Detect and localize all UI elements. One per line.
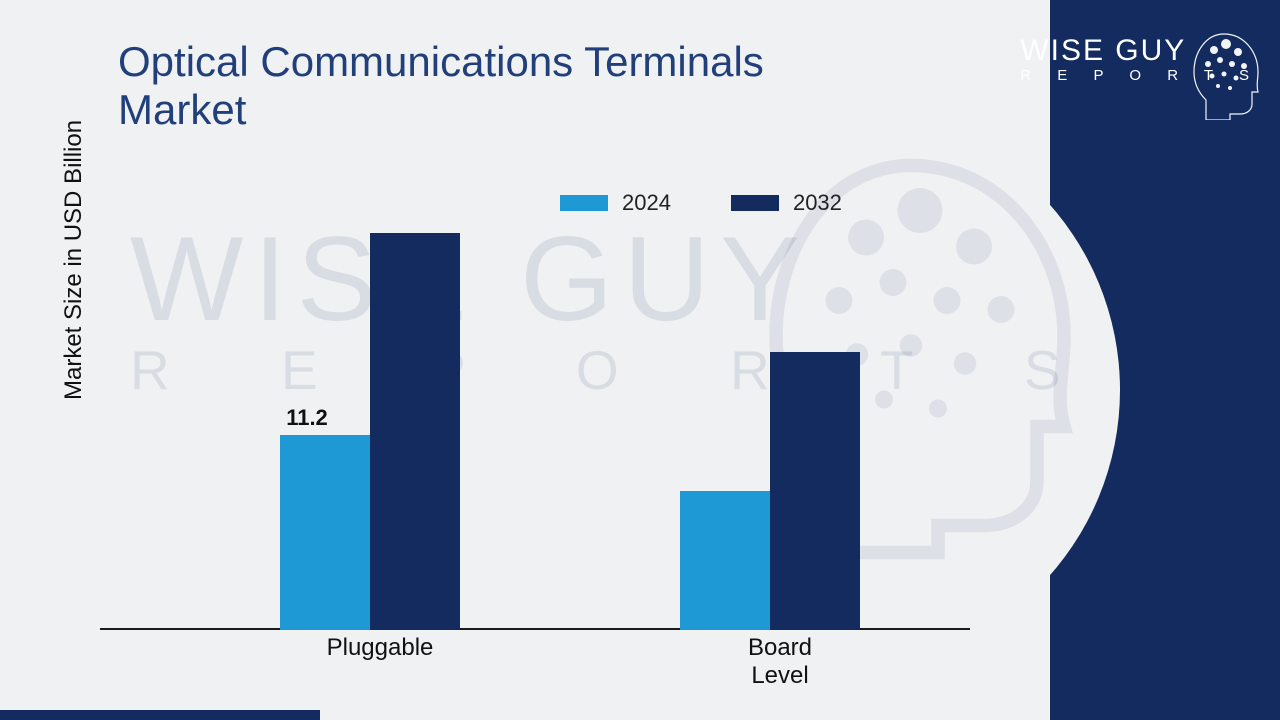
y-axis-label: Market Size in USD Billion <box>60 120 88 400</box>
bar-value-label: 11.2 <box>262 405 352 431</box>
legend-label-2024: 2024 <box>622 190 671 216</box>
chart-legend: 2024 2032 <box>560 190 842 216</box>
chart-title: Optical Communications Terminals Market <box>118 38 818 135</box>
chart-plot: 11.2 <box>100 230 970 630</box>
category-label: Pluggable <box>280 634 480 662</box>
category-label: BoardLevel <box>680 634 880 689</box>
bar <box>770 352 860 630</box>
brand-name-bottom: R E P O R T S <box>1020 68 1260 83</box>
bar <box>680 491 770 630</box>
legend-label-2032: 2032 <box>793 190 842 216</box>
legend-item-2032: 2032 <box>731 190 842 216</box>
page-root: WISE GUY R E P O R T S WISE GUY R E P O … <box>0 0 1280 720</box>
brand-name-top: WISE GUY <box>1020 36 1260 66</box>
bar <box>370 233 460 630</box>
bar-group: 11.2 <box>280 230 480 630</box>
brand-logo: WISE GUY R E P O R T S <box>1020 36 1260 83</box>
bar-group <box>680 230 880 630</box>
chart-area: 11.2 PluggableBoardLevel <box>100 230 970 670</box>
bottom-accent-bar <box>0 710 320 720</box>
legend-swatch-2024 <box>560 195 608 211</box>
bar <box>280 435 370 630</box>
legend-swatch-2032 <box>731 195 779 211</box>
legend-item-2024: 2024 <box>560 190 671 216</box>
